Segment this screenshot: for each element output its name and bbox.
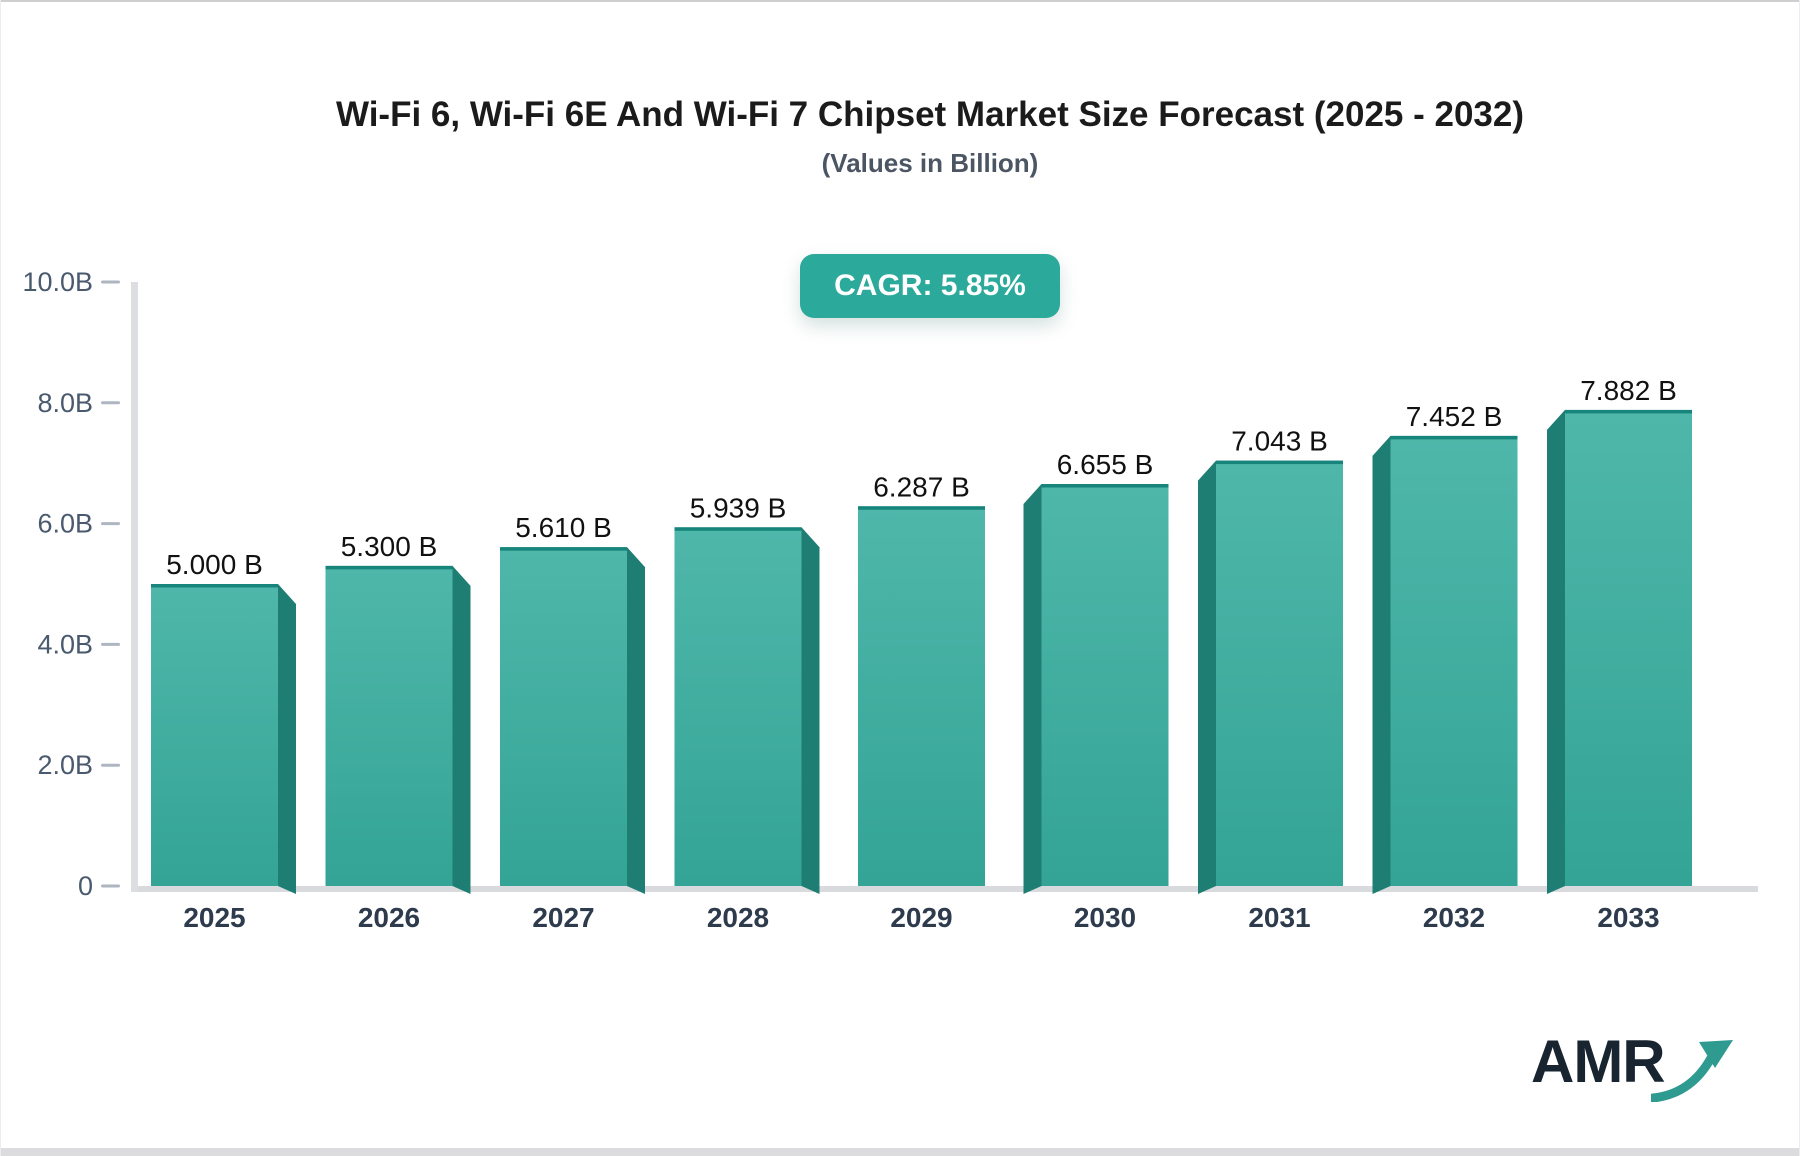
bar-value-label: 7.043 B: [1231, 426, 1328, 457]
bar-side-face: [452, 565, 471, 894]
y-axis-label: 2.0B: [37, 750, 93, 780]
bar-value-label: 5.300 B: [341, 531, 438, 562]
bar-top-edge: [500, 547, 627, 551]
bar-top-edge: [1565, 409, 1692, 414]
x-axis-label: 2032: [1423, 902, 1485, 933]
bar-2033: [1565, 409, 1692, 886]
bar-2027: [500, 547, 627, 886]
x-axis-label: 2025: [183, 902, 245, 933]
chart-header: Wi-Fi 6, Wi-Fi 6E And Wi-Fi 7 Chipset Ma…: [1, 94, 1799, 179]
bar-top-edge: [1216, 460, 1343, 465]
cagr-badge: CAGR: 5.85%: [800, 254, 1060, 318]
bar-2031: [1216, 460, 1343, 886]
x-axis-label: 2026: [358, 902, 420, 933]
y-axis-tick: [101, 763, 120, 767]
y-axis-tick: [101, 884, 120, 888]
bar-side-face: [1372, 435, 1391, 894]
bar-top-edge: [325, 565, 453, 570]
bar-2026: [325, 565, 453, 886]
bar-side-face: [1198, 460, 1216, 894]
y-axis-tick: [101, 522, 120, 526]
y-axis-label: 10.0B: [22, 267, 93, 297]
bar-value-label: 6.655 B: [1057, 449, 1154, 480]
amr-logo-text: AMR: [1531, 1028, 1666, 1095]
x-axis-label: 2031: [1248, 902, 1310, 933]
bar-2032: [1390, 435, 1518, 886]
x-axis-label: 2029: [890, 902, 952, 933]
x-axis-label: 2028: [707, 902, 769, 933]
x-axis-label: 2033: [1597, 902, 1659, 933]
y-axis-label: 6.0B: [37, 509, 93, 539]
bar-side-face: [627, 547, 645, 894]
bar-value-label: 5.610 B: [515, 512, 612, 543]
bar-value-label: 5.939 B: [690, 492, 787, 523]
x-axis-line: [131, 886, 1758, 892]
bar-top-edge: [1041, 484, 1169, 488]
y-axis-line: [131, 282, 138, 892]
bar-2029: [858, 506, 985, 886]
bar-2030: [1041, 484, 1169, 886]
bar-side-face: [801, 527, 820, 894]
y-axis-label: 8.0B: [37, 388, 93, 418]
chart-title: Wi-Fi 6, Wi-Fi 6E And Wi-Fi 7 Chipset Ma…: [335, 95, 1525, 134]
chart-subtitle: (Values in Billion): [821, 148, 1039, 178]
bar-side-face: [1023, 484, 1042, 894]
badge-row: CAGR: 5.85%: [1, 254, 1799, 318]
bar-top-edge: [858, 506, 985, 510]
bar-2025: [151, 584, 278, 886]
bar-side-face: [1547, 409, 1565, 894]
x-axis-label: 2030: [1074, 902, 1136, 933]
y-axis-label: 0: [78, 871, 93, 901]
bar-value-label: 7.452 B: [1406, 401, 1503, 432]
bar-value-label: 7.882 B: [1580, 375, 1677, 406]
y-axis-tick: [101, 280, 120, 284]
y-axis-label: 4.0B: [37, 629, 93, 659]
bar-side-face: [278, 584, 296, 894]
bar-top-edge: [1390, 435, 1518, 440]
bar-top-edge: [151, 584, 278, 588]
growth-arrow-icon: [1650, 1040, 1733, 1102]
bar-top-edge: [674, 527, 802, 531]
top-edge-line: [1, 0, 1799, 2]
bar-value-label: 6.287 B: [873, 471, 970, 502]
y-axis-tick: [101, 642, 120, 646]
y-axis-tick: [101, 401, 120, 405]
bottom-edge-line: [1, 1148, 1799, 1156]
x-axis-label: 2027: [532, 902, 594, 933]
bar-2028: [674, 527, 802, 886]
amr-logo: AMR: [1531, 1032, 1747, 1102]
bar-value-label: 5.000 B: [166, 549, 263, 580]
